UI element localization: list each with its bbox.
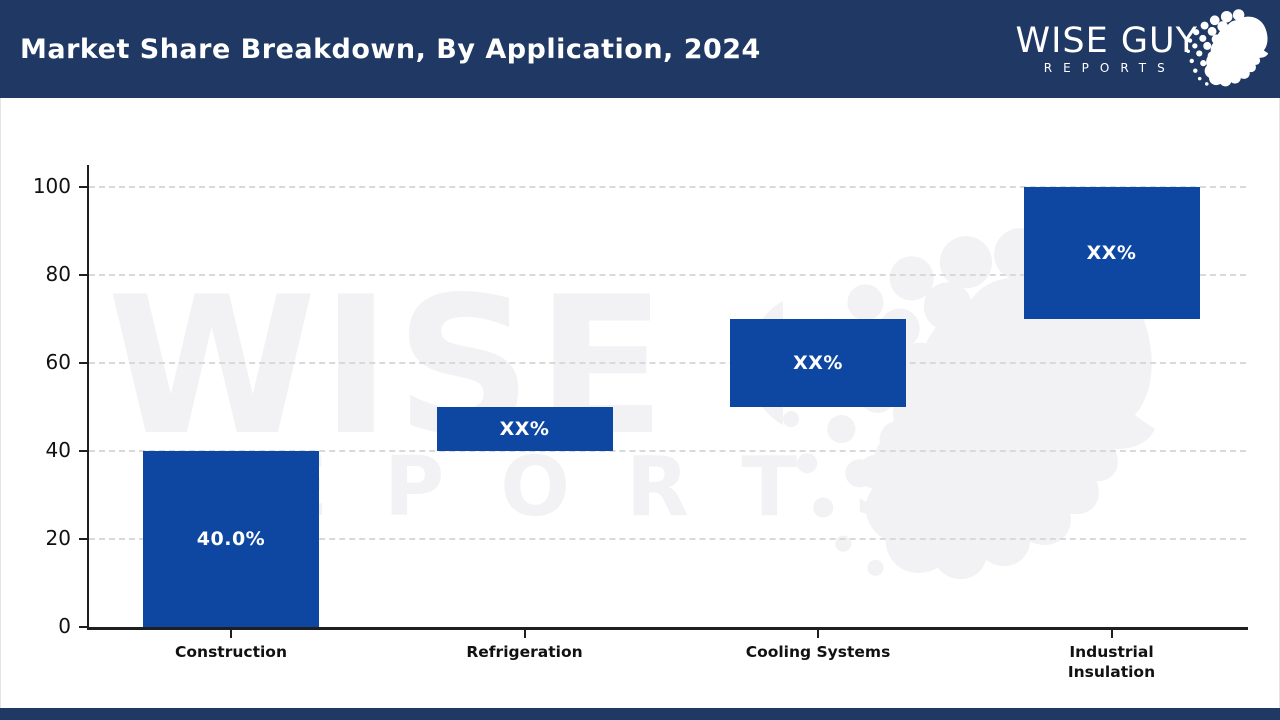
chart-title: Market Share Breakdown, By Application, …: [20, 33, 761, 65]
y-tick-mark: [79, 362, 88, 364]
x-tick-mark: [523, 630, 526, 638]
y-tick-label: 40: [45, 438, 71, 462]
logo-subtext: REPORTS: [1043, 61, 1176, 76]
plot: 0 20 40 60 80 100 40.0% Construction XX% Refriger…: [1, 98, 1279, 708]
x-tick-label-industrial-insulation: Industrial Insulation: [1067, 643, 1156, 682]
footer-bar: [0, 708, 1280, 720]
logo-wordmark: WISE GUY: [1015, 20, 1198, 61]
y-gridline: [89, 274, 1246, 276]
y-gridline: [89, 538, 1246, 540]
bar-value-label: XX%: [1086, 242, 1137, 264]
y-tick-label: 80: [45, 262, 71, 286]
report-header: Market Share Breakdown, By Application, …: [0, 0, 1280, 98]
bar-cooling-systems: XX%: [730, 319, 906, 407]
x-tick-mark: [230, 630, 232, 638]
y-tick-label: 20: [45, 526, 71, 550]
bar-value-label: 40.0%: [196, 528, 266, 550]
bar-construction: 40.0%: [143, 451, 319, 627]
y-gridline: [89, 450, 1246, 452]
x-axis-line: [87, 627, 1248, 630]
chart-area: WISE GUY REPORTS 02040608010040.0%Constr…: [0, 98, 1280, 708]
y-tick-mark: [79, 274, 88, 276]
x-tick-label-refrigeration: Refrigeration: [466, 643, 583, 661]
bar-refrigeration: XX%: [436, 407, 613, 451]
bar-industrial-insulation: XX%: [1023, 187, 1200, 319]
x-tick-mark: [1110, 630, 1113, 638]
y-tick-mark: [79, 538, 88, 540]
y-gridline: [89, 186, 1246, 188]
y-tick-label: 60: [45, 350, 71, 374]
y-gridline: [89, 362, 1246, 364]
x-tick-label-construction: Construction: [175, 643, 287, 661]
wiseguy-logo: WISE GUY REPORTS: [1015, 7, 1274, 91]
y-tick-mark: [79, 450, 88, 452]
y-tick-label: 0: [58, 614, 71, 638]
x-tick-label-cooling-systems: Cooling Systems: [745, 643, 891, 661]
x-tick-mark: [817, 630, 819, 638]
y-axis-line: [87, 165, 89, 630]
y-tick-mark: [79, 626, 88, 628]
y-tick-label: 100: [32, 174, 71, 198]
y-tick-mark: [79, 186, 88, 188]
bar-value-label: XX%: [793, 352, 843, 374]
bar-value-label: XX%: [499, 418, 550, 440]
